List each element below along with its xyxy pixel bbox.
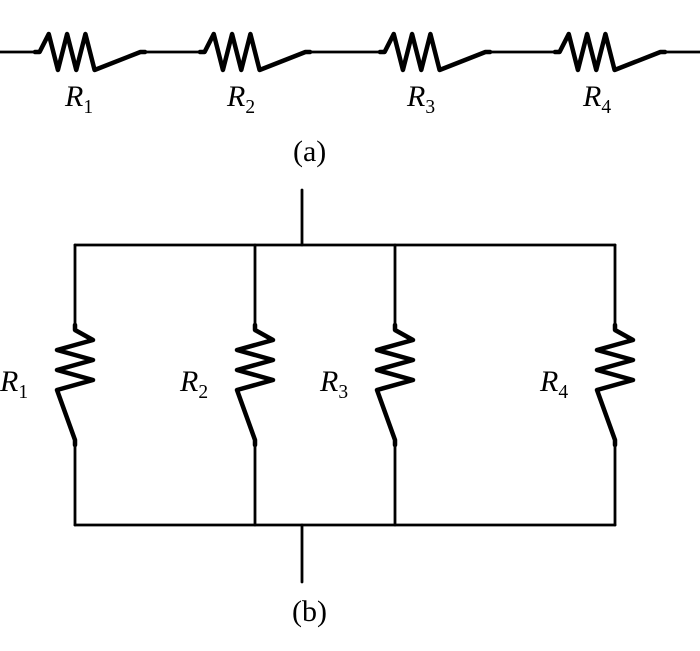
caption-a: (a) [293, 135, 326, 169]
resistor-r1-parallel [57, 325, 93, 445]
label-r1-series: R1 [65, 80, 93, 119]
resistor-r4-parallel [597, 325, 633, 445]
resistor-r1-series [35, 34, 145, 70]
label-r4-parallel: R4 [540, 365, 568, 404]
label-r2-series: R2 [227, 80, 255, 119]
resistor-r3-parallel [377, 325, 413, 445]
resistor-r4-series [555, 34, 665, 70]
label-r3-parallel: R3 [320, 365, 348, 404]
label-r1-parallel: R1 [0, 365, 28, 404]
resistor-r2-parallel [237, 325, 273, 445]
label-r2-parallel: R2 [180, 365, 208, 404]
caption-b: (b) [292, 595, 327, 629]
resistor-r3-series [380, 34, 490, 70]
label-r4-series: R4 [583, 80, 611, 119]
resistor-r2-series [200, 34, 310, 70]
label-r3-series: R3 [407, 80, 435, 119]
